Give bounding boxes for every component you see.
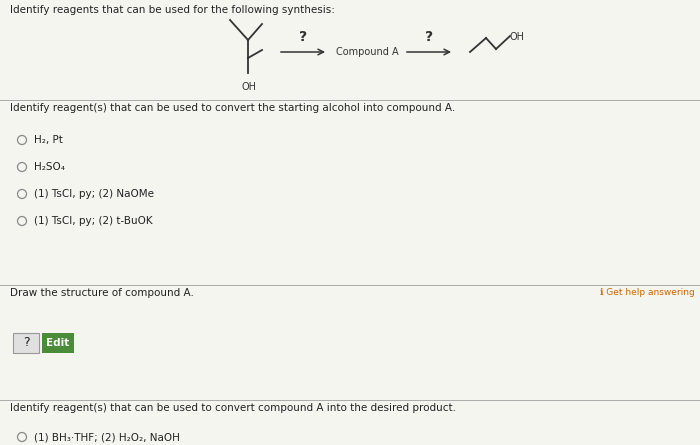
Bar [13,333,39,353]
Text: H₂, Pt: H₂, Pt [34,135,63,145]
Text: Identify reagents that can be used for the following synthesis:: Identify reagents that can be used for t… [10,5,335,15]
Text: OH: OH [242,82,257,92]
Text: ℹ Get help answering: ℹ Get help answering [601,288,695,297]
Text: ?: ? [299,30,307,44]
Text: (1) BH₃·THF; (2) H₂O₂, NaOH: (1) BH₃·THF; (2) H₂O₂, NaOH [34,432,180,442]
Text: (1) TsCl, py; (2) t-BuOK: (1) TsCl, py; (2) t-BuOK [34,216,153,226]
Text: H₂SO₄: H₂SO₄ [34,162,65,172]
Text: Draw the structure of compound A.: Draw the structure of compound A. [10,288,194,298]
Text: Identify reagent(s) that can be used to convert the starting alcohol into compou: Identify reagent(s) that can be used to … [10,103,455,113]
Bar [0,400,700,445]
Text: ?: ? [22,336,29,349]
Text: ?: ? [425,30,433,44]
Text: OH: OH [510,32,525,42]
Text: Edit: Edit [46,338,69,348]
Text: Compound A: Compound A [336,47,398,57]
Bar [42,333,74,353]
Bar [0,285,700,400]
Text: Identify reagent(s) that can be used to convert compound A into the desired prod: Identify reagent(s) that can be used to … [10,403,456,413]
Text: (1) TsCl, py; (2) NaOMe: (1) TsCl, py; (2) NaOMe [34,189,154,199]
Bar [0,100,700,285]
Bar [0,0,700,100]
